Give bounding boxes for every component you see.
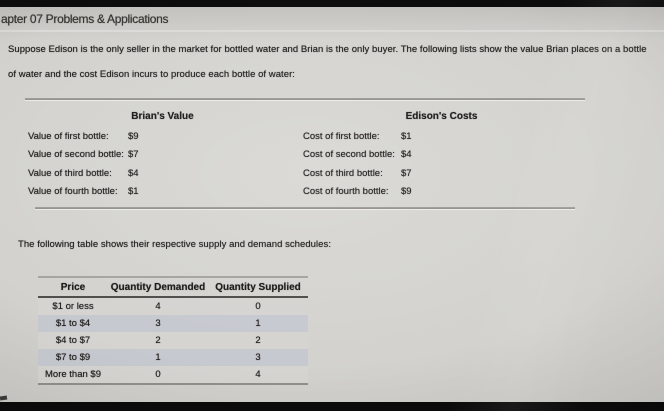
schedule-intro-text: The following table shows their respecti… [18, 239, 332, 250]
buyer-value-row: Value of second bottle: $7 [0, 149, 300, 162]
page-title: apter 07 Problems & Applications [1, 12, 169, 26]
quantity-demanded-column-header: Quantity Demanded [110, 282, 206, 293]
quantity-supplied-cell: 2 [255, 335, 261, 346]
quantity-demanded-cell: 2 [155, 335, 161, 346]
problem-statement-line-2: of water and the cost Edison incurs to p… [8, 69, 295, 80]
table-row: $1 to $4 3 1 [38, 315, 308, 332]
price-cell: $4 to $7 [55, 335, 91, 346]
seller-cost-row: Cost of third bottle: $7 [0, 168, 664, 181]
price-cell: $1 or less [52, 301, 94, 312]
quantity-supplied-cell: 4 [255, 369, 261, 380]
valuation-table-bottom-rule [35, 207, 575, 209]
seller-costs-header: Edison's Costs [405, 111, 478, 122]
buyer-value-row: Value of first bottle: $9 [0, 131, 300, 144]
seller-row-label: Cost of third bottle: [303, 168, 383, 179]
price-cell: $1 to $4 [55, 318, 91, 329]
titlebar-divider [0, 30, 664, 32]
buyer-row-value: $9 [128, 131, 139, 142]
table-row: $7 to $9 1 3 [38, 349, 308, 366]
price-cell: $7 to $9 [55, 352, 91, 363]
buyer-row-label: Value of second bottle: [28, 149, 124, 160]
seller-row-value: $1 [401, 131, 412, 142]
seller-row-value: $9 [401, 186, 412, 197]
problem-statement-line-1: Suppose Edison is the only seller in the… [8, 44, 647, 55]
price-cell: More than $9 [45, 369, 101, 380]
table-row: More than $9 0 4 [38, 366, 308, 383]
table-row: $4 to $7 2 2 [38, 332, 308, 349]
buyer-value-row: Value of fourth bottle: $1 [0, 186, 300, 199]
seller-cost-row: Cost of fourth bottle: $9 [0, 186, 664, 199]
seller-row-value: $7 [401, 168, 412, 179]
table-row: $1 or less 4 0 [38, 298, 308, 315]
titlebar: apter 07 Problems & Applications [1, 10, 664, 28]
buyer-row-label: Value of third bottle: [28, 168, 112, 179]
price-column-header: Price [60, 282, 86, 293]
seller-row-label: Cost of fourth bottle: [303, 186, 389, 197]
valuation-table-top-rule [25, 98, 585, 100]
buyer-row-value: $7 [128, 149, 139, 160]
buyer-row-value: $1 [128, 186, 139, 197]
seller-row-label: Cost of first bottle: [303, 131, 380, 142]
quantity-demanded-cell: 3 [155, 318, 161, 329]
quantity-demanded-cell: 1 [155, 352, 161, 363]
buyer-row-label: Value of first bottle: [28, 131, 109, 142]
quantity-demanded-cell: 0 [155, 369, 161, 380]
seller-cost-row: Cost of first bottle: $1 [0, 131, 664, 144]
quantity-supplied-cell: 0 [255, 301, 261, 312]
quantity-demanded-cell: 4 [155, 301, 161, 312]
seller-row-label: Cost of second bottle: [303, 149, 395, 160]
quantity-supplied-cell: 1 [255, 318, 261, 329]
table-header-row: Price Quantity Demanded Quantity Supplie… [38, 278, 308, 298]
screen-artifact [0, 395, 8, 401]
buyer-value-header: Brian's Value [131, 111, 194, 122]
supply-demand-table: Price Quantity Demanded Quantity Supplie… [38, 276, 308, 385]
buyer-row-value: $4 [128, 168, 139, 179]
seller-row-value: $4 [401, 149, 412, 160]
seller-cost-row: Cost of second bottle: $4 [0, 149, 664, 162]
quantity-supplied-cell: 3 [255, 352, 261, 363]
screen-bezel-top [0, 0, 664, 7]
buyer-row-label: Value of fourth bottle: [28, 186, 118, 197]
quantity-supplied-column-header: Quantity Supplied [215, 282, 301, 293]
screen-bezel-bottom [0, 402, 664, 411]
buyer-value-row: Value of third bottle: $4 [0, 168, 300, 181]
